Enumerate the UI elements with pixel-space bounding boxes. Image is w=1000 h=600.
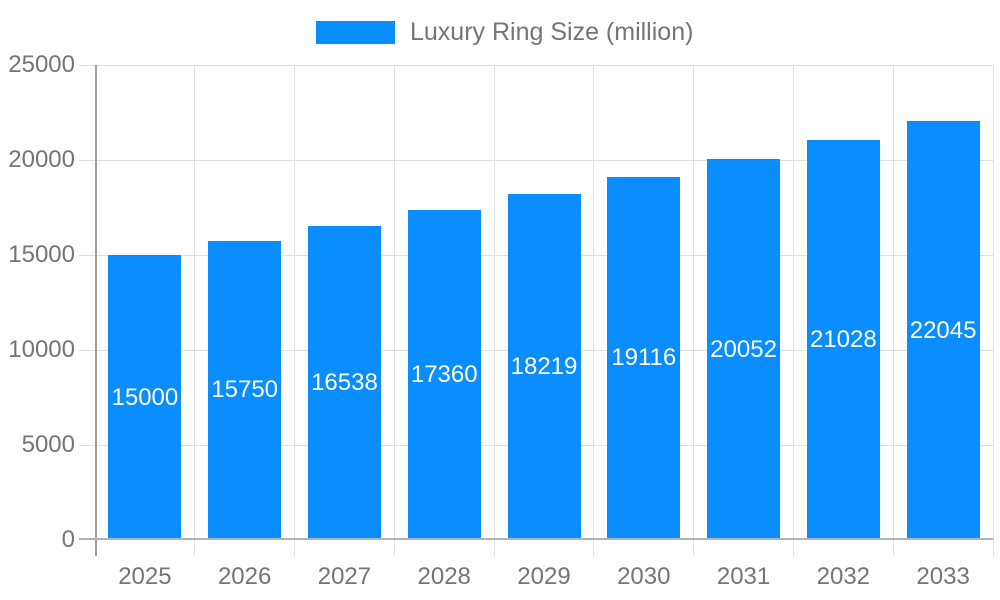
x-axis-tick-label: 2029 [517, 563, 571, 590]
bar-2025[interactable] [108, 255, 182, 540]
x-axis-baseline [79, 538, 993, 540]
x-gridline [493, 65, 495, 556]
x-axis-tick-label: 2025 [118, 563, 172, 590]
y-axis-tick-label: 5000 [21, 431, 75, 458]
bar-2029[interactable] [507, 193, 581, 540]
x-gridline [294, 65, 296, 556]
x-axis-tick-label: 2028 [417, 563, 471, 590]
x-gridline [693, 65, 695, 556]
y-axis-line [95, 65, 97, 556]
x-axis-tick-label: 2031 [716, 563, 771, 590]
bar-2027[interactable] [307, 225, 381, 540]
x-axis-tick-label: 2032 [816, 563, 871, 590]
bar-2033[interactable] [906, 121, 980, 540]
legend-label: Luxury Ring Size (million) [410, 17, 694, 46]
plot-area: 0 5000 10000 15000 20000 25000 15000 2025 15750 2… [8, 51, 994, 590]
bar-2031[interactable] [707, 159, 781, 540]
bar-2026[interactable] [208, 240, 282, 540]
y-gridline [79, 159, 993, 161]
x-gridline [792, 65, 794, 556]
y-gridline [79, 64, 993, 66]
bar-2032[interactable] [806, 140, 880, 540]
x-gridline [992, 65, 994, 556]
bar-2028[interactable] [407, 210, 481, 540]
x-gridline [194, 65, 196, 556]
y-axis-tick-label: 10000 [8, 336, 75, 363]
y-axis-tick-label: 15000 [8, 241, 75, 268]
y-axis-tick-label: 25000 [8, 51, 75, 78]
legend-swatch [316, 20, 395, 44]
x-axis-tick-label: 2030 [617, 563, 671, 590]
x-gridline [393, 65, 395, 556]
x-gridline [593, 65, 595, 556]
x-axis-tick-label: 2027 [317, 563, 372, 590]
x-axis-tick-label: 2033 [916, 563, 970, 590]
legend[interactable]: Luxury Ring Size (million) [316, 16, 693, 48]
x-gridline [892, 65, 894, 556]
x-axis-tick-label: 2026 [217, 563, 272, 590]
bar-2030[interactable] [607, 176, 681, 540]
y-axis-tick-label: 20000 [8, 146, 75, 173]
y-axis-tick-label: 0 [61, 526, 75, 553]
